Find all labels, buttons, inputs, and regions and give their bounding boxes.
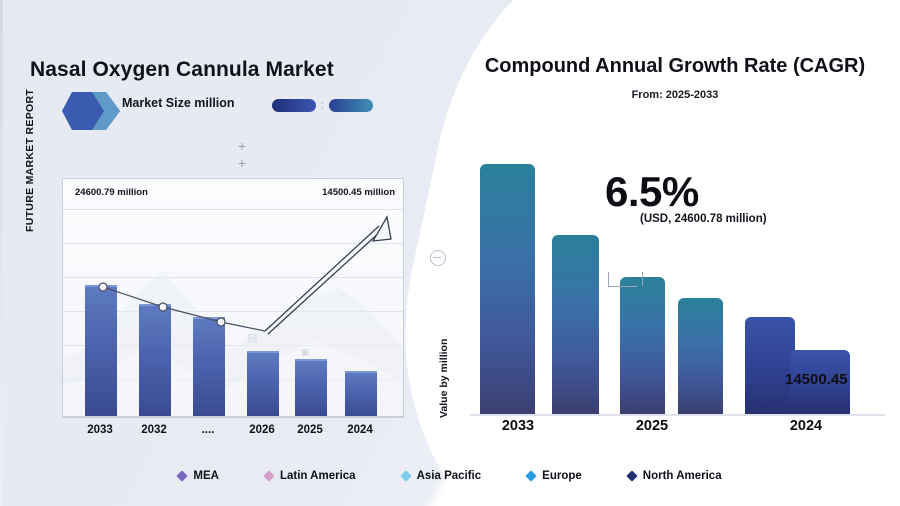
bar-2025 [295,359,327,417]
xlabel-dots: .... [201,424,215,436]
watermark-icon-a: ▤ [247,332,258,344]
rxlabel-2025: 2025 [635,418,669,434]
cagr-title: Compound Annual Growth Rate (CAGR) [484,55,866,77]
market-size-hexagon-icon [62,92,130,130]
pill-separator: : [321,100,324,111]
rxlabel-2033: 2033 [501,418,535,434]
xlabel-2026: 2026 [249,424,275,436]
left-chart-baseline [63,416,403,417]
legend-label-asia-pacific: Asia Pacific [416,470,482,482]
xlabel-2025: 2025 [297,424,323,436]
left-bars-layer [63,179,403,417]
legend-item-europe[interactable]: Europe [525,470,582,482]
pill-swatch-secondary [328,99,373,112]
legend-item-mea[interactable]: MEA [176,470,219,482]
legend-pill-group: : [272,99,373,112]
pill-swatch-primary [272,99,316,112]
cagr-period: From: 2025-2033 [631,89,719,101]
rbar-2033-b [552,235,599,415]
xlabel-2032: 2032 [141,424,167,436]
xlabel-2024: 2024 [347,424,373,436]
bar-2033 [85,285,117,417]
rbar-2024-b [790,350,850,415]
rbar-2033-a [480,164,535,415]
chart-tag-left: 24600.79 million [75,187,148,198]
diamond-icon-latin-america [263,470,275,482]
rbar-2025-b [678,298,723,415]
plus-decoration: + + [238,138,247,171]
left-chart-x-axis: 2033 2032 .... 2026 2025 2024 [62,424,402,444]
trend-overlay [98,215,392,335]
bar-2026 [247,351,279,417]
minus-circle-icon [430,250,446,266]
legend-item-north-america[interactable]: North America [626,470,722,482]
cagr-usd-note: (USD, 24600.78 million) [640,213,767,225]
callout-value-2024: 14500.45 [785,371,848,388]
right-bar-chart [470,150,880,415]
diamond-icon-europe [525,470,537,482]
left-edge-accent [0,0,3,506]
legend-label-mea: MEA [193,470,219,482]
right-axis-label: Value by million [438,338,450,418]
connector-notch-tail [634,272,643,286]
diamond-icon-mea [176,470,189,482]
legend-item-latin-america[interactable]: Latin America [263,470,356,482]
watermark-icon-b: ▣ [301,347,310,357]
left-axis-label: FUTURE MARKET REPORT [24,88,36,232]
region-legend: MEA Latin America Asia Pacific Europe No… [0,464,900,488]
rbar-2025-a [620,277,665,415]
left-bar-chart: 24600.79 million 14500.45 million ▤ ▣ [62,178,404,418]
page-title: Nasal Oxygen Cannula Market [30,58,334,81]
legend-label-latin-america: Latin America [279,470,356,482]
legend-item-asia-pacific[interactable]: Asia Pacific [399,470,482,482]
chart-tag-right: 14500.45 million [322,187,395,198]
bar-2024 [345,371,377,417]
bar-2032 [139,304,171,417]
legend-label-north-america: North America [642,470,722,482]
rbar-2024-a [745,317,795,415]
xlabel-2033: 2033 [87,424,113,436]
diamond-icon-north-america [626,470,638,482]
cagr-value: 6.5% [605,168,699,215]
legend-label-europe: Europe [542,470,582,482]
right-chart-baseline [470,414,885,416]
market-size-key-label: Market Size million [122,96,235,110]
rxlabel-2024: 2024 [789,418,823,434]
diamond-icon-asia-pacific [399,470,412,482]
bar-dots [193,317,225,417]
connector-notch [608,272,637,287]
